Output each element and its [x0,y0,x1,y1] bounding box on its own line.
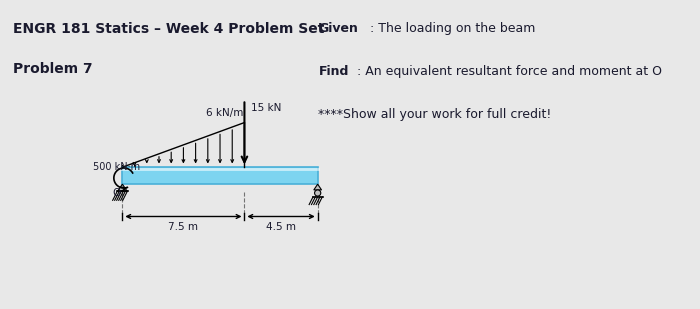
Text: 500 kN·m: 500 kN·m [93,162,140,172]
Text: ****Show all your work for full credit!: ****Show all your work for full credit! [318,108,552,121]
Bar [122,167,318,184]
Text: 4.5 m: 4.5 m [266,222,296,232]
Text: 15 kN: 15 kN [251,103,281,113]
Text: ENGR 181 Statics – Week 4 Problem Set: ENGR 181 Statics – Week 4 Problem Set [13,22,324,36]
Text: 7.5 m: 7.5 m [169,222,198,232]
Polygon shape [118,184,127,191]
Text: : The loading on the beam: : The loading on the beam [370,22,535,35]
Circle shape [314,190,321,196]
Text: O: O [112,188,120,198]
Polygon shape [314,184,321,190]
Text: Given: Given [318,22,358,35]
Text: Problem 7: Problem 7 [13,62,92,76]
Text: 6 kN/m: 6 kN/m [206,108,244,118]
Text: : An equivalent resultant force and moment at O: : An equivalent resultant force and mome… [357,65,662,78]
Text: Find: Find [318,65,349,78]
